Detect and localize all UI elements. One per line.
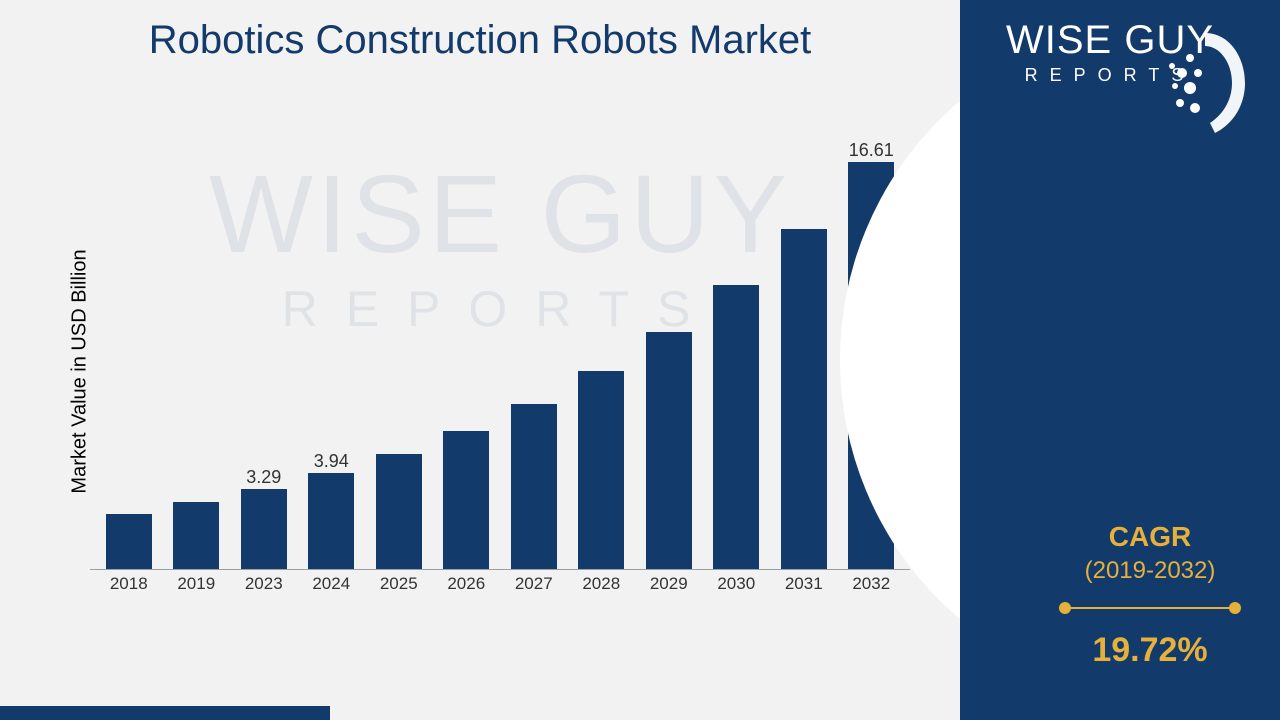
bar [443,431,489,570]
bar [511,404,557,570]
cagr-range: (2019-2032) [1020,557,1280,585]
x-axis-line [90,569,910,570]
bar-group [433,431,501,570]
x-tick-label: 2028 [568,574,636,600]
bar-group: 3.94 [298,473,366,570]
brand-logo: WISE GUY REPORTS [980,18,1240,138]
bar-group [703,285,771,570]
main-area: WISE GUY REPORTS Robotics Construction R… [0,0,960,720]
x-tick-label: 2029 [635,574,703,600]
bar-value-label: 3.29 [241,467,287,488]
chart-title: Robotics Construction Robots Market [0,18,960,63]
bar-group [95,514,163,571]
bar-group: 3.29 [230,489,298,570]
bar [376,454,422,570]
cagr-divider [1065,607,1235,609]
x-tick-label: 2026 [433,574,501,600]
bar-group [635,332,703,570]
bar [578,371,624,570]
bar-group [568,371,636,570]
x-tick-label: 2023 [230,574,298,600]
x-tick-label: 2030 [703,574,771,600]
x-tick-label: 2032 [838,574,906,600]
bottom-accent-strip [0,706,330,720]
side-panel: WISE GUY REPORTS CAGR (2019-2032) 19.72% [960,0,1280,720]
bar [173,502,219,570]
bar-group [365,454,433,570]
bar-group [500,404,568,570]
cagr-value: 19.72% [1020,631,1280,670]
bars-container: 3.293.9416.61 [90,140,910,570]
x-tick-label: 2019 [163,574,231,600]
bar [241,489,287,570]
x-axis-labels: 2018201920232024202520262027202820292030… [90,574,910,600]
x-tick-label: 2025 [365,574,433,600]
x-tick-label: 2024 [298,574,366,600]
x-tick-label: 2031 [770,574,838,600]
bar [308,473,354,570]
bar [713,285,759,570]
y-axis-label: Market Value in USD Billion [69,202,92,542]
bar-chart: 3.293.9416.61 20182019202320242025202620… [90,140,910,600]
bar-value-label: 3.94 [308,451,354,472]
bar [646,332,692,570]
cagr-title: CAGR [1020,521,1280,553]
bar-group [163,502,231,570]
bar-value-label: 16.61 [848,140,894,161]
bar [106,514,152,571]
bar-group [770,229,838,570]
page-root: WISE GUY REPORTS Robotics Construction R… [0,0,1280,720]
cagr-block: CAGR (2019-2032) 19.72% [1020,521,1280,670]
head-icon [1160,28,1250,138]
bar [781,229,827,570]
x-tick-label: 2027 [500,574,568,600]
x-tick-label: 2018 [95,574,163,600]
